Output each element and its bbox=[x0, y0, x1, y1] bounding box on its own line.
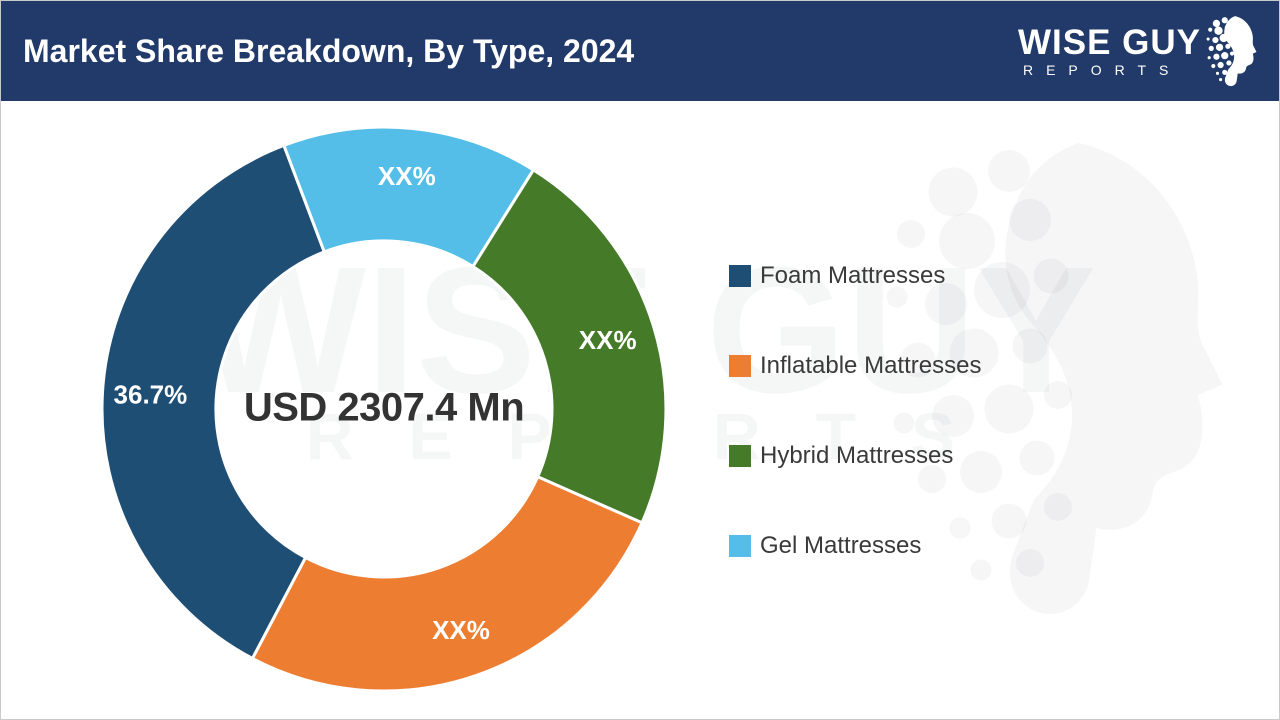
segment-label: XX% bbox=[378, 161, 436, 191]
legend-label: Foam Mattresses bbox=[760, 262, 946, 289]
legend-label: Inflatable Mattresses bbox=[760, 352, 982, 379]
legend-label: Hybrid Mattresses bbox=[760, 442, 954, 469]
logo-face-icon bbox=[1206, 15, 1257, 86]
legend-swatch bbox=[729, 535, 751, 557]
legend-swatch bbox=[729, 355, 751, 377]
legend-item-hybrid-mattresses: Hybrid Mattresses bbox=[729, 441, 981, 471]
header: Market Share Breakdown, By Type, 2024 WI… bbox=[1, 1, 1279, 101]
legend-item-gel-mattresses: Gel Mattresses bbox=[729, 531, 981, 561]
legend-item-foam-mattresses: Foam Mattresses bbox=[729, 261, 981, 291]
segment-label: 36.7% bbox=[114, 380, 188, 410]
donut-segment-hybrid-mattresses bbox=[470, 167, 668, 525]
segment-label: XX% bbox=[432, 615, 490, 645]
logo-subtitle: REPORTS bbox=[1022, 62, 1182, 78]
brand-logo: WISE GUY REPORTS bbox=[1018, 15, 1257, 88]
donut-segment-inflatable-mattresses bbox=[250, 474, 644, 693]
logo-wordmark: WISE GUY bbox=[1017, 23, 1201, 62]
donut-chart: 36.7% XX% XX% XX% bbox=[100, 125, 668, 693]
legend-swatch bbox=[729, 445, 751, 467]
legend-item-inflatable-mattresses: Inflatable Mattresses bbox=[729, 351, 981, 381]
page-title: Market Share Breakdown, By Type, 2024 bbox=[23, 32, 635, 69]
donut-segment-foam-mattresses bbox=[100, 143, 327, 661]
segment-label: XX% bbox=[579, 325, 637, 355]
donut-center-value: USD 2307.4 Mn bbox=[243, 385, 525, 430]
legend-label: Gel Mattresses bbox=[760, 532, 922, 559]
legend-swatch bbox=[729, 265, 751, 287]
legend: Foam Mattresses Inflatable Mattresses Hybr… bbox=[729, 261, 981, 621]
